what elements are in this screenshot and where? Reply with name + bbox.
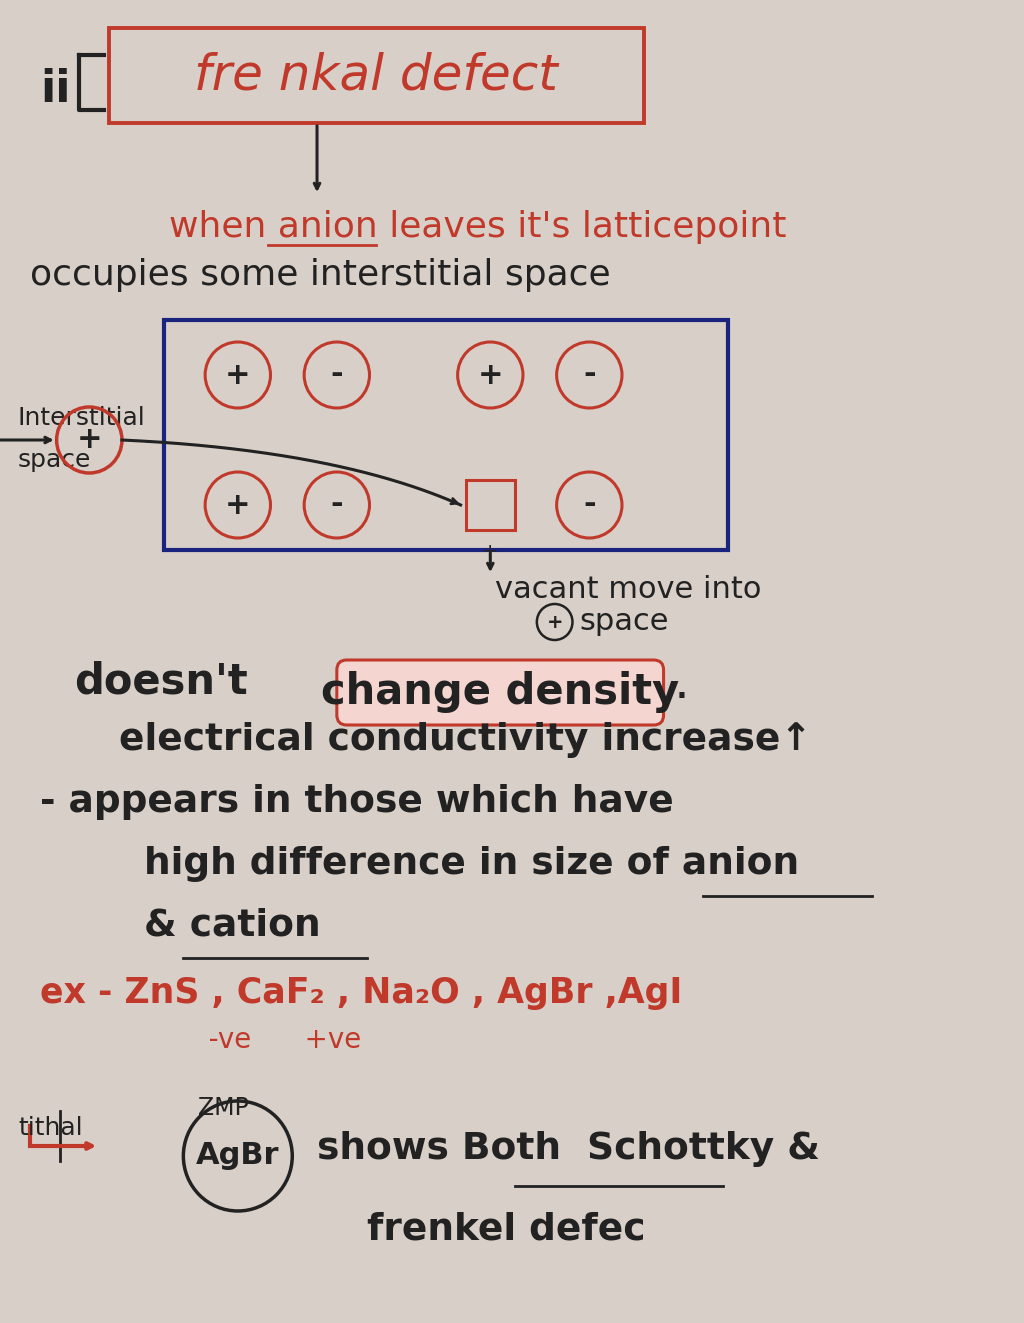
Text: high difference in size of anion: high difference in size of anion (40, 845, 799, 882)
Text: occupies some interstitial space: occupies some interstitial space (30, 258, 610, 292)
Text: & cation: & cation (40, 908, 321, 945)
Text: tithal: tithal (18, 1117, 83, 1140)
Bar (466, 480, 515, 531)
Text: +: + (225, 360, 251, 389)
Text: ii: ii (40, 67, 71, 111)
Text: -ve      +ve: -ve +ve (40, 1027, 361, 1054)
Text: vacant move into: vacant move into (496, 576, 762, 605)
Text: -: - (331, 491, 343, 520)
Bar (110, 28, 644, 123)
Text: fre nkal defect: fre nkal defect (195, 52, 558, 99)
Text: +: + (77, 426, 102, 455)
Text: -: - (583, 491, 596, 520)
Text: +: + (482, 542, 499, 561)
Text: +: + (477, 360, 503, 389)
Text: +: + (225, 491, 251, 520)
FancyBboxPatch shape (337, 660, 664, 725)
Text: doesn't: doesn't (75, 660, 248, 703)
Text: frenkel defec: frenkel defec (367, 1211, 645, 1248)
Text: electrical conductivity increase↑: electrical conductivity increase↑ (119, 722, 812, 758)
Text: space: space (18, 448, 91, 472)
Text: -: - (331, 360, 343, 389)
Text: ex - ZnS , CaF₂ , Na₂O , AgBr ,AgI: ex - ZnS , CaF₂ , Na₂O , AgBr ,AgI (40, 976, 682, 1009)
Text: -: - (583, 360, 596, 389)
Text: space: space (580, 607, 669, 636)
Bar (164, 320, 728, 550)
Text: ZMP: ZMP (199, 1095, 249, 1121)
Text: Interstitial: Interstitial (18, 406, 145, 430)
Text: change density: change density (322, 671, 679, 713)
Text: AgBr: AgBr (196, 1142, 280, 1171)
Text: shows Both  Schottky &: shows Both Schottky & (317, 1131, 820, 1167)
Text: - appears in those which have: - appears in those which have (40, 785, 674, 820)
Text: .: . (674, 660, 689, 708)
Text: when anion leaves it's latticepoint: when anion leaves it's latticepoint (169, 210, 786, 243)
Text: +: + (547, 613, 563, 631)
